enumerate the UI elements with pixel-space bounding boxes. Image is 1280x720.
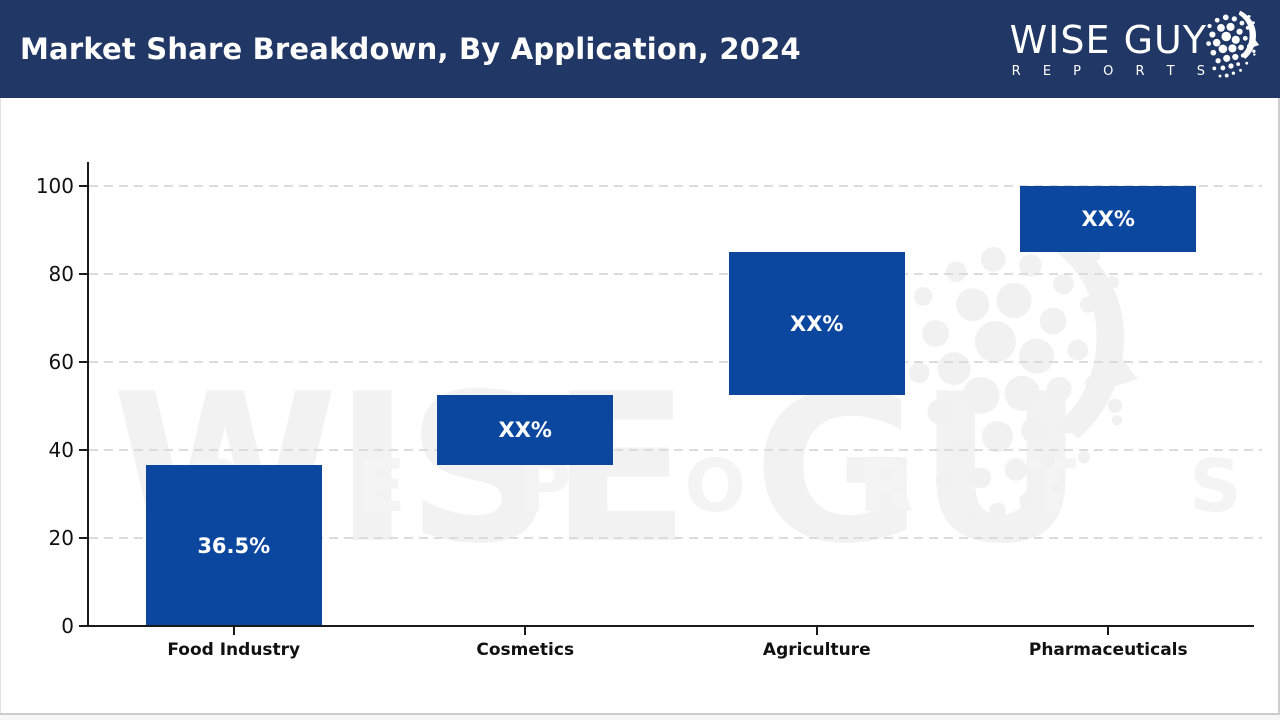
brand-name: WISE GUY (1009, 17, 1208, 62)
y-tick-80 (79, 273, 87, 275)
y-tick-20 (79, 537, 87, 539)
bar-cosmetics (437, 395, 614, 466)
brand-subname: R E P O R T S (1011, 63, 1214, 79)
x-tick-cosmetics (524, 627, 527, 635)
bar-value-label: 36.5% (197, 533, 271, 558)
x-category-label-cosmetics: Cosmetics (476, 640, 575, 660)
y-tick-0 (79, 625, 87, 627)
gridline-y-40 (89, 449, 1262, 451)
x-category-label-pharmaceuticals: Pharmaceuticals (1028, 640, 1188, 660)
x-tick-agriculture (815, 627, 818, 635)
bar-pharmaceuticals (1020, 186, 1197, 252)
y-tick-label-100: 100 (35, 174, 74, 198)
y-tick-label-20: 20 (48, 526, 74, 550)
gridline-y-60 (89, 361, 1262, 363)
x-tick-food-industry (232, 627, 235, 635)
gridline-y-100 (89, 185, 1262, 187)
bar-value-label: XX% (790, 311, 844, 336)
brand-logo: WISE GUY R E P O R T S (1003, 0, 1262, 98)
page-title: Market Share Breakdown, By Application, … (20, 32, 801, 66)
x-tick-pharmaceuticals (1107, 627, 1110, 635)
x-axis-line (87, 625, 1254, 627)
y-tick-label-60: 60 (48, 350, 74, 374)
watermark-text-bottom: R E P O R T S (188, 444, 1280, 528)
bar-food-industry (145, 465, 322, 626)
gridline-y-80 (89, 273, 1262, 275)
y-tick-label-0: 0 (61, 614, 74, 638)
bottom-border-strip (0, 713, 1280, 720)
y-axis-line (87, 162, 89, 627)
y-tick-40 (79, 449, 87, 451)
y-tick-label-80: 80 (48, 262, 74, 286)
x-category-label-food-industry: Food Industry (167, 640, 301, 660)
gridline-y-20 (89, 537, 1262, 539)
bar-agriculture (728, 252, 905, 395)
dotted-face-icon (1206, 10, 1260, 78)
header-bar: Market Share Breakdown, By Application, … (0, 0, 1280, 98)
bar-value-label: XX% (1081, 207, 1135, 231)
brand-logo-text: WISE GUY R E P O R T S (1003, 21, 1214, 78)
bar-value-label: XX% (498, 418, 552, 443)
y-tick-100 (79, 185, 87, 187)
y-tick-label-40: 40 (48, 438, 74, 462)
y-tick-60 (79, 361, 87, 363)
x-category-label-agriculture: Agriculture (762, 640, 871, 660)
